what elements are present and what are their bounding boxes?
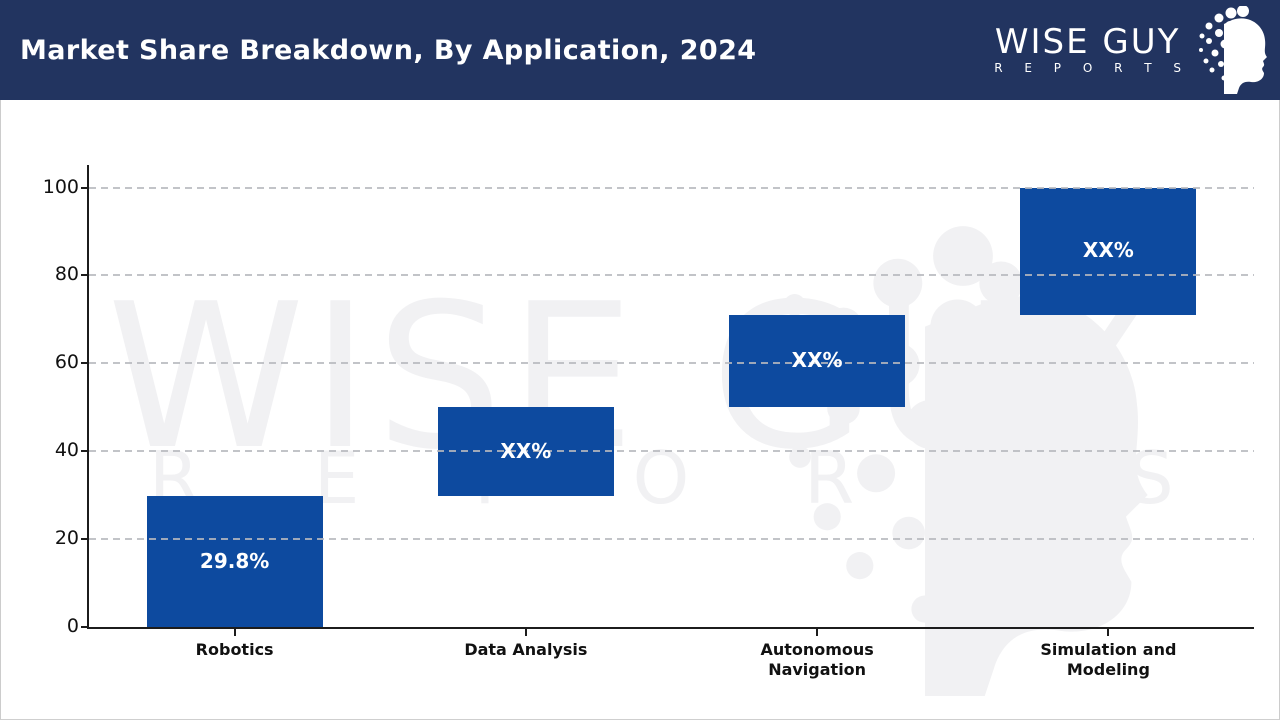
- x-tick: [233, 629, 236, 636]
- brand-name: WISE GUY: [994, 21, 1181, 62]
- gridline: [89, 274, 1254, 277]
- x-tick: [1107, 629, 1110, 636]
- y-axis-line: [87, 165, 89, 629]
- brand-logo-text: WISE GUY R E P O R T S: [985, 21, 1190, 76]
- gridline: [89, 450, 1254, 453]
- x-category-label: Data Analysis: [464, 640, 588, 659]
- x-category-label: Robotics: [195, 640, 274, 659]
- header-bar: Market Share Breakdown, By Application, …: [0, 0, 1280, 100]
- brand-face-icon: [1199, 6, 1267, 94]
- y-tick-label: 80: [54, 263, 79, 286]
- x-tick: [524, 629, 527, 636]
- bar-value-label: XX%: [1082, 238, 1134, 263]
- x-category-label: Autonomous Navigation: [760, 640, 874, 679]
- y-tick: [81, 538, 88, 541]
- brand-logo: WISE GUY R E P O R T S: [985, 6, 1268, 94]
- watermark-face-icon: [783, 226, 1148, 696]
- y-tick: [81, 626, 88, 628]
- gridline: [89, 362, 1254, 365]
- x-axis-line: [87, 627, 1254, 629]
- y-tick-label: 40: [54, 439, 79, 462]
- y-tick-label: 20: [54, 527, 79, 550]
- page-title: Market Share Breakdown, By Application, …: [20, 34, 757, 66]
- bar-value-label: XX%: [500, 438, 552, 463]
- x-category-label: Simulation and Modeling: [1040, 640, 1177, 679]
- x-tick: [816, 629, 819, 636]
- bar: [146, 496, 323, 627]
- chart-area: WISE GUY R E P O R T S 0 20 40 60 80 100 29.8%…: [0, 100, 1280, 720]
- y-tick-label: 100: [42, 175, 79, 198]
- bar: [729, 314, 906, 408]
- bar-value-label: 29.8%: [199, 548, 270, 573]
- y-tick: [81, 362, 88, 365]
- bar-value-label: XX%: [791, 348, 843, 373]
- y-tick-label: 0: [66, 615, 79, 637]
- y-tick: [81, 450, 88, 453]
- y-tick-label: 60: [54, 351, 79, 374]
- y-tick: [81, 274, 88, 277]
- gridline: [89, 538, 1254, 541]
- y-tick: [81, 186, 88, 189]
- brand-subtitle: R E P O R T S: [994, 61, 1190, 76]
- bar: [1020, 187, 1197, 315]
- gridline: [89, 186, 1254, 189]
